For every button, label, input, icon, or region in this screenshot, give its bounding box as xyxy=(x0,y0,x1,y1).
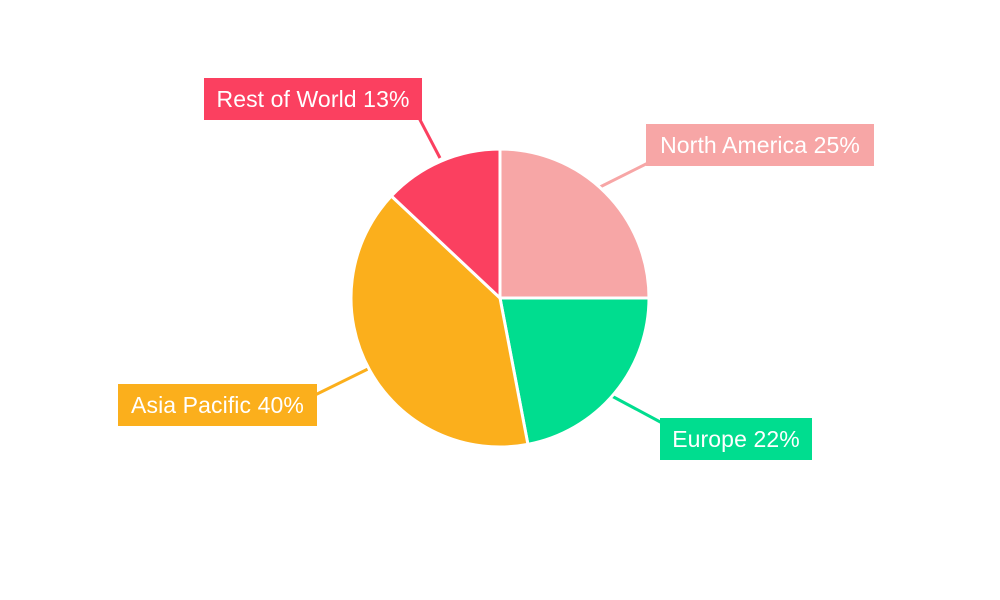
pie-label-north-america[interactable]: North America 25% xyxy=(646,124,874,166)
pie-label-europe[interactable]: Europe 22% xyxy=(660,418,812,460)
leader-line-north-america xyxy=(597,160,651,190)
leader-lines xyxy=(312,115,665,426)
pie-label-asia-pacific[interactable]: Asia Pacific 40% xyxy=(118,384,317,426)
leader-line-asia-pacific xyxy=(312,365,373,398)
leader-line-europe xyxy=(607,392,665,426)
pie-slices xyxy=(349,147,651,449)
pie-label-rest-of-world[interactable]: Rest of World 13% xyxy=(204,78,422,120)
pie-slice-asia-pacific[interactable] xyxy=(349,194,530,449)
leader-line-rest-of-world xyxy=(416,115,442,159)
pie-slice-europe[interactable] xyxy=(498,296,651,446)
pie-slice-rest-of-world[interactable] xyxy=(389,147,502,300)
pie-slice-north-america[interactable] xyxy=(498,147,651,300)
